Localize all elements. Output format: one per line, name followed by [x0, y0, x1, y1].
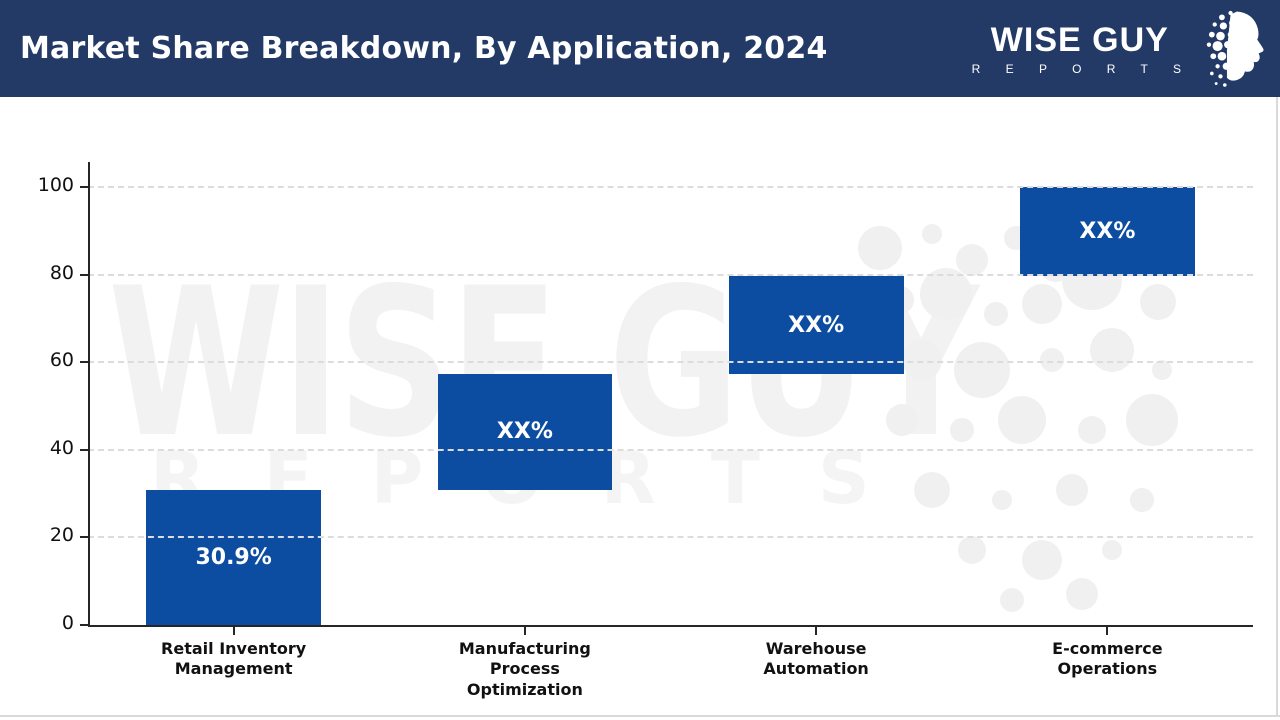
category-label: Warehouse Automation — [763, 639, 869, 679]
y-tick-label: 20 — [49, 524, 74, 547]
logo-face-icon — [1206, 10, 1264, 87]
gridline — [88, 361, 1253, 364]
x-axis-line — [88, 625, 1253, 627]
y-tick-label: 60 — [49, 349, 74, 372]
x-tick-mark — [1106, 627, 1109, 635]
x-tick-mark — [232, 627, 235, 635]
y-tick-mark — [80, 536, 88, 539]
y-tick-mark — [80, 185, 88, 188]
y-tick-label: 100 — [37, 173, 74, 196]
y-tick-mark — [80, 448, 88, 451]
bar-segment: XX% — [1020, 186, 1195, 277]
y-tick-mark — [80, 361, 88, 364]
y-tick-mark — [80, 624, 88, 626]
card-right-border — [1276, 97, 1278, 717]
y-tick-label: 80 — [49, 261, 74, 284]
header-band: Market Share Breakdown, By Application, … — [0, 0, 1280, 97]
category-label: E-commerce Operations — [1052, 639, 1163, 679]
y-axis-line — [88, 162, 90, 627]
logo-subtitle: R E P O R T S — [971, 61, 1192, 76]
y-tick-label: 40 — [49, 436, 74, 459]
logo-wordmark: WISE GUY — [990, 20, 1169, 59]
wise-guy-reports-logo: WISE GUY R E P O R T S — [968, 0, 1268, 97]
category-label: Retail Inventory Management — [161, 639, 307, 679]
bar-value-label: 30.9% — [195, 544, 272, 570]
chart-title: Market Share Breakdown, By Application, … — [20, 31, 828, 66]
x-tick-mark — [523, 627, 526, 635]
bar-segment: XX% — [437, 373, 613, 490]
bar-segment: 30.9% — [146, 489, 321, 625]
gridline — [88, 185, 1253, 188]
gridline — [88, 448, 1253, 451]
gridline — [88, 273, 1253, 276]
logo-text: WISE GUY R E P O R T S — [968, 23, 1192, 75]
bar-segment: XX% — [728, 276, 904, 374]
y-tick-mark — [80, 273, 88, 276]
chart-plot-area: 0 20 40 60 80 100 30.9% Retail Inventory Managem… — [0, 97, 1280, 720]
bar-value-label: XX% — [788, 312, 845, 338]
y-tick-label: 0 — [61, 612, 74, 634]
bar-value-label: XX% — [1079, 219, 1136, 245]
bar-value-label: XX% — [496, 419, 553, 445]
x-tick-mark — [815, 627, 818, 635]
card-bottom-border — [0, 715, 1280, 717]
gridline — [88, 536, 1253, 539]
category-label: Manufacturing Process Optimization — [458, 639, 591, 699]
